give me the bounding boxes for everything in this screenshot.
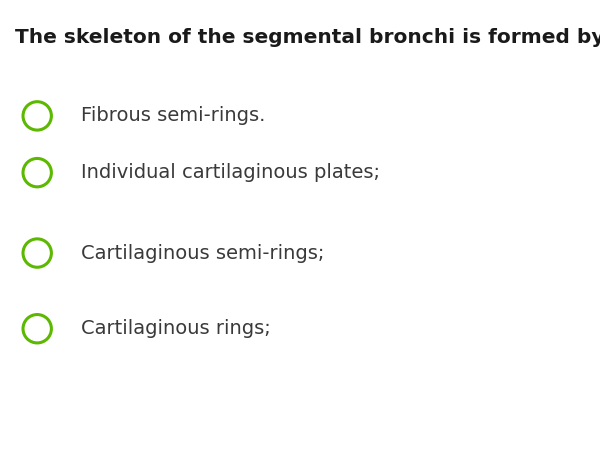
Text: The skeleton of the segmental bronchi is formed by:: The skeleton of the segmental bronchi is… — [15, 28, 600, 47]
Text: Individual cartilaginous plates;: Individual cartilaginous plates; — [81, 163, 380, 182]
Text: Cartilaginous rings;: Cartilaginous rings; — [81, 319, 271, 338]
Text: Fibrous semi-rings.: Fibrous semi-rings. — [81, 106, 265, 125]
Text: Cartilaginous semi-rings;: Cartilaginous semi-rings; — [81, 244, 325, 263]
